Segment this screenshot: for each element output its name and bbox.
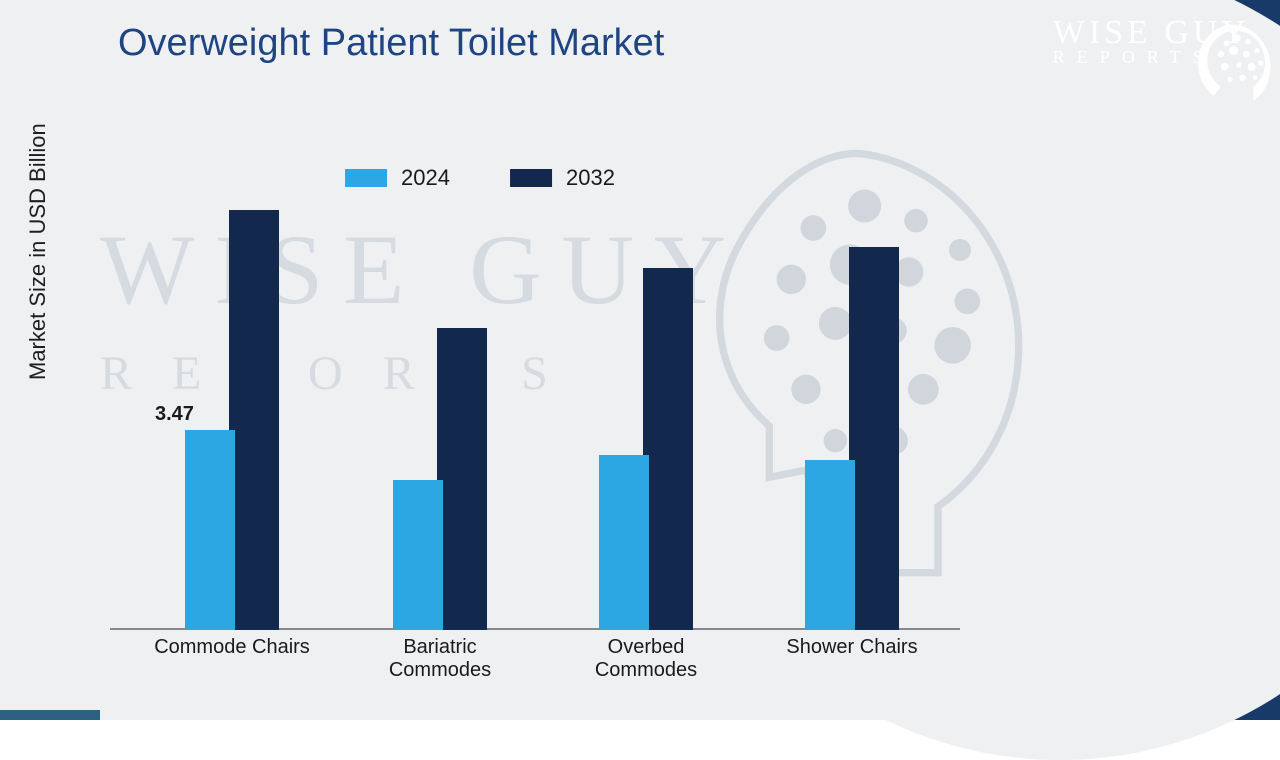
bar-group: Overbed Commodes [592,268,700,630]
x-axis-category: Shower Chairs [772,636,932,659]
x-axis-category: Bariatric Commodes [360,636,520,682]
bar-2024: 3.47 [185,430,235,630]
legend: 2024 2032 [345,165,615,191]
bar-2024 [805,460,855,630]
legend-item-2032: 2032 [510,165,615,191]
chart-title: Overweight Patient Toilet Market [118,22,664,65]
legend-swatch-2032 [510,169,552,187]
bar-group: 3.47Commode Chairs [178,210,286,630]
brand-name-bottom: REPORTS [1053,49,1250,65]
bar-2032 [849,247,899,630]
brand-name-top: WISE GUY [1053,18,1250,49]
legend-label-2024: 2024 [401,165,450,191]
bar-2032 [437,328,487,630]
chart-infographic: WISE GUY REPORTS Overweight Patient Toil… [0,0,1280,720]
bar-2032 [229,210,279,630]
x-axis-category: Commode Chairs [152,636,312,659]
chart-area: Market Size in USD Billion 2024 2032 3.4… [40,150,920,690]
brand-logo: WISE GUY REPORTS [1053,18,1250,65]
bar-2032 [643,268,693,630]
x-axis-category: Overbed Commodes [566,636,726,682]
plot-region: 3.47Commode Chairs Bariatric Commodes Over… [130,210,920,630]
y-axis-label: Market Size in USD Billion [25,123,51,380]
bottom-stripe [0,710,100,720]
bar-group: Bariatric Commodes [386,328,494,630]
legend-item-2024: 2024 [345,165,450,191]
bar-2024 [393,480,443,630]
bar-2024 [599,455,649,630]
bar-group: Shower Chairs [798,247,906,630]
legend-label-2032: 2032 [566,165,615,191]
legend-swatch-2024 [345,169,387,187]
bar-value-label: 3.47 [155,403,194,426]
